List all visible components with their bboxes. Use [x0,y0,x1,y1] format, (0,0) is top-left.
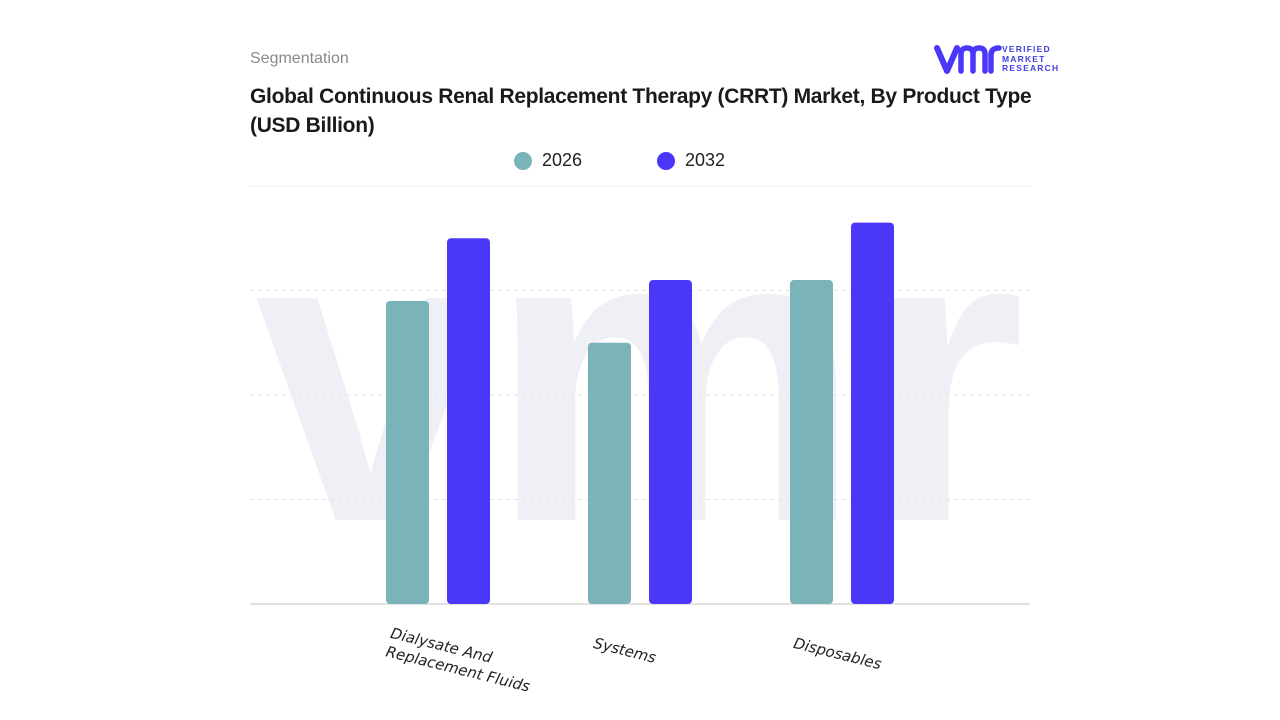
vmr-watermark-icon: vmr [255,141,1025,610]
logo-line-3: RESEARCH [1002,63,1060,73]
logo-wordmark: VERIFIED MARKET RESEARCH [1002,44,1060,74]
bar-2032-1 [649,280,692,604]
bar-2032-2 [851,222,894,604]
legend-swatch-2026 [514,151,532,170]
bar-2026-0 [386,300,429,604]
bar-2026-2 [790,280,833,604]
section-label: Segmentation [250,50,349,67]
logo-line-2: MARKET [1002,53,1046,64]
chart-title-line-1: Global Continuous Renal Replacement Ther… [250,85,1032,108]
chart-title: Global Continuous Renal Replacement Ther… [250,82,1070,140]
legend-label-2032: 2032 [685,150,726,170]
bar-2032-0 [447,238,490,604]
chart-title-line-2: (USD Billion) [250,114,375,137]
bar-2026-1 [588,342,631,604]
legend-swatch-2032 [657,151,675,170]
legend-item-2026: 2026 [514,150,582,171]
chart-legend: 2026 2032 [0,150,1280,174]
vmr-logo-icon [934,45,1002,74]
legend-item-2032: 2032 [657,150,725,171]
legend-label-2026: 2026 [542,150,583,170]
logo-line-1: VERIFIED [1002,44,1051,54]
